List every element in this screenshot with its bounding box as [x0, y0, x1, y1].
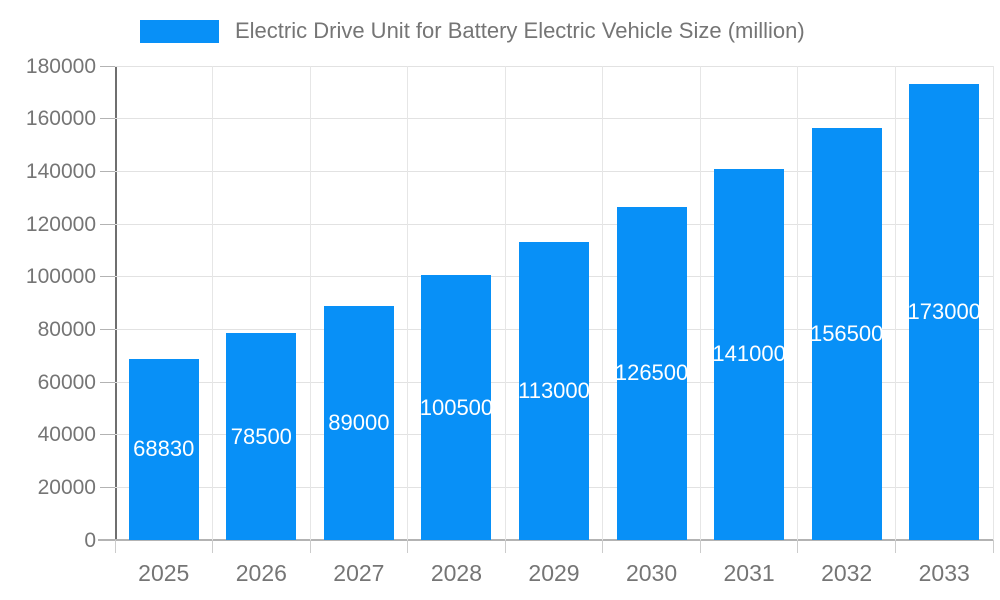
y-tick-mark [100, 328, 115, 330]
bar-value-label: 126500 [614, 360, 689, 386]
x-tick-label: 2029 [528, 560, 580, 586]
y-tick-label: 60000 [37, 370, 96, 394]
y-axis-line [115, 66, 117, 540]
x-tick-label: 2025 [138, 560, 190, 586]
x-tick-label: 2031 [723, 560, 775, 586]
h-gridline [115, 223, 993, 225]
x-tick-mark [309, 540, 311, 553]
y-tick-label: 180000 [25, 54, 96, 78]
x-tick-label: 2033 [918, 560, 970, 586]
x-axis-line [98, 539, 993, 541]
bar-value-label: 68830 [133, 436, 195, 462]
bar-2026[interactable]: 78500 [226, 333, 297, 540]
x-tick-mark [407, 540, 409, 553]
v-gridline [504, 66, 506, 540]
v-gridline [992, 66, 994, 540]
h-gridline [115, 118, 993, 120]
v-gridline [407, 66, 409, 540]
bar-value-label: 78500 [230, 423, 292, 449]
y-tick-label: 120000 [25, 212, 96, 236]
bar-value-label: 89000 [328, 409, 390, 435]
bar-value-label: 156500 [809, 320, 884, 346]
bar-2025[interactable]: 68830 [128, 358, 199, 540]
bar-2033[interactable]: 173000 [907, 84, 981, 540]
x-tick-mark [992, 540, 994, 553]
y-tick-mark [100, 276, 115, 278]
bar-2029[interactable]: 113000 [518, 242, 590, 540]
bar-2032[interactable]: 156500 [809, 127, 884, 540]
bar-2027[interactable]: 89000 [323, 305, 394, 540]
x-tick-label: 2028 [430, 560, 483, 586]
y-tick-mark [100, 170, 115, 172]
y-tick-mark [100, 223, 115, 225]
plot-area: 68830 78500 89000 100500 113000 126500 141000 1… [98, 65, 994, 553]
y-tick-label: 40000 [37, 423, 96, 447]
x-tick-mark [504, 540, 506, 553]
x-tick-label: 2032 [821, 560, 873, 586]
x-tick-label: 2026 [235, 560, 287, 586]
bar-value-label: 113000 [518, 378, 590, 404]
x-tick-mark [114, 540, 116, 553]
y-tick-mark [100, 486, 115, 488]
y-tick-mark [100, 539, 115, 541]
y-tick-label: 20000 [37, 475, 96, 499]
bar-value-label: 141000 [712, 341, 786, 367]
y-tick-mark [100, 434, 115, 436]
y-tick-mark [100, 381, 115, 383]
y-tick-label: 80000 [37, 317, 96, 341]
v-gridline [797, 66, 799, 540]
bar-value-label: 173000 [907, 299, 981, 325]
x-tick-label: 2030 [625, 560, 678, 586]
y-tick-mark [100, 65, 115, 67]
v-gridline [309, 66, 311, 540]
v-gridline [699, 66, 701, 540]
x-tick-mark [894, 540, 896, 553]
x-tick-mark [602, 540, 604, 553]
bar-value-label: 100500 [419, 394, 494, 420]
y-tick-label: 100000 [25, 265, 96, 289]
y-tick-label: 0 [84, 528, 96, 552]
bar-2030[interactable]: 126500 [614, 206, 689, 540]
h-gridline [115, 65, 993, 67]
h-gridline [115, 170, 993, 172]
x-tick-label: 2027 [333, 560, 385, 586]
legend-swatch [140, 19, 219, 43]
x-tick-mark [699, 540, 701, 553]
y-tick-label: 160000 [25, 107, 96, 131]
v-gridline [894, 66, 896, 540]
v-gridline [602, 66, 604, 540]
chart-legend: Electric Drive Unit for Battery Electric… [140, 19, 805, 43]
y-tick-mark [100, 118, 115, 120]
legend-label: Electric Drive Unit for Battery Electric… [235, 18, 805, 43]
v-gridline [212, 66, 214, 540]
bar-2031[interactable]: 141000 [712, 168, 786, 540]
x-tick-mark [797, 540, 799, 553]
bar-2028[interactable]: 100500 [419, 275, 494, 540]
x-tick-mark [212, 540, 214, 553]
y-tick-label: 140000 [25, 159, 96, 183]
